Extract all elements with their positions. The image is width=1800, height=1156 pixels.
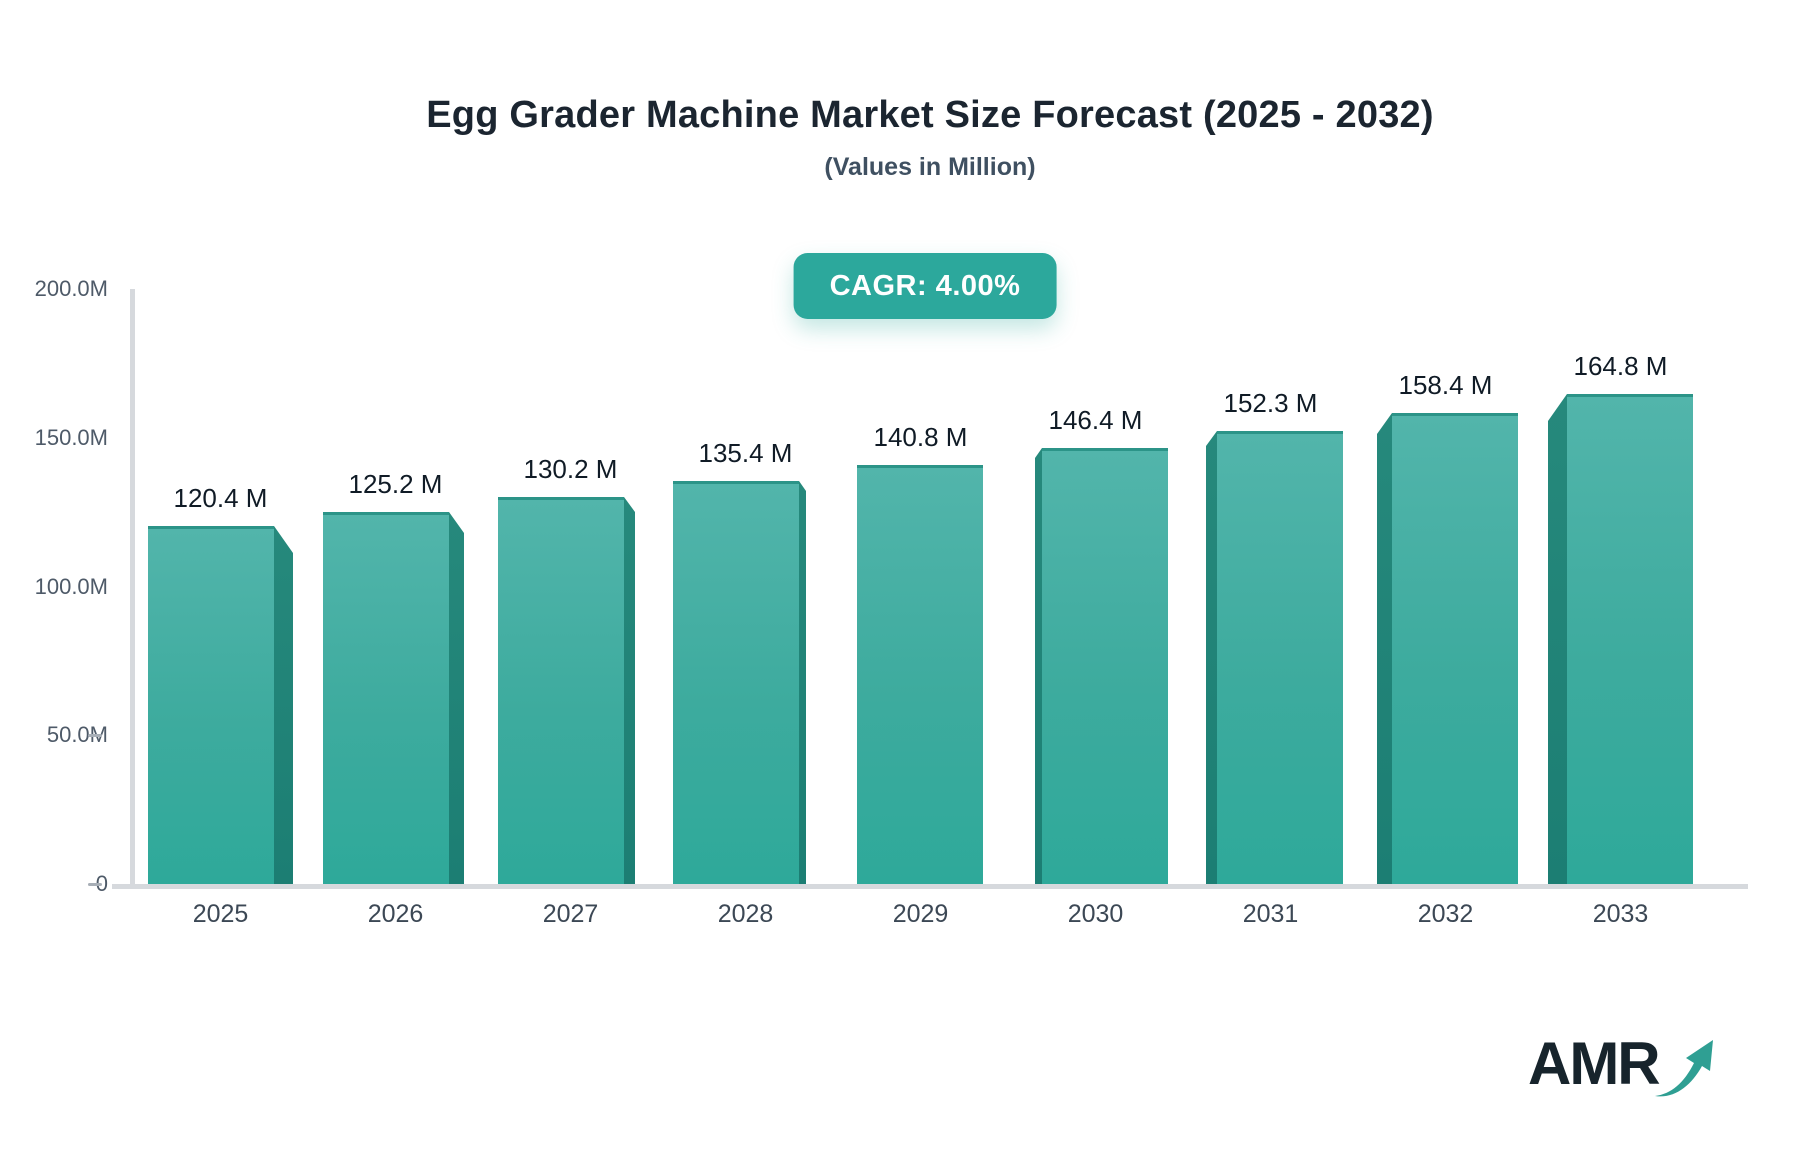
- y-axis-line: [130, 289, 135, 889]
- bar-value-label: 125.2 M: [348, 469, 443, 499]
- bar-2028: [673, 481, 818, 884]
- bar-2025: [148, 526, 293, 884]
- bar-side-3d: [1206, 431, 1217, 884]
- bar-group-2026: 125.2 M: [323, 289, 468, 884]
- x-axis-label-2031: 2031: [1242, 900, 1299, 928]
- bar-face: [1217, 431, 1343, 884]
- x-axis-label-2027: 2027: [542, 900, 599, 928]
- bar-face: [498, 497, 624, 884]
- bar-value-label: 140.8 M: [873, 422, 968, 452]
- y-axis-label: 100.0M: [34, 573, 108, 599]
- x-axis-label-2025: 2025: [192, 900, 249, 928]
- y-axis-tick: [88, 883, 102, 886]
- bar-face: [148, 526, 274, 884]
- bar-2031: [1198, 431, 1343, 884]
- bar-side-3d: [1035, 448, 1042, 884]
- bar-2027: [498, 497, 643, 884]
- bar-value-label: 152.3 M: [1223, 388, 1318, 418]
- bar-side-3d: [1548, 394, 1567, 884]
- bar-group-2031: 152.3 M: [1198, 289, 1343, 884]
- bar-value-label: 164.8 M: [1573, 351, 1668, 381]
- x-axis-label-2026: 2026: [367, 900, 424, 928]
- bar-face: [1567, 394, 1693, 884]
- bar-group-2028: 135.4 M: [673, 289, 818, 884]
- y-axis-label: 150.0M: [34, 424, 108, 450]
- x-axis-label-2028: 2028: [717, 900, 774, 928]
- bar-side-3d: [624, 497, 635, 884]
- chart-subtitle: (Values in Million): [824, 153, 1036, 181]
- bars-row: 120.4 M 125.2 M 130.2 M 135.4 M 140.8 M 146.4…: [148, 289, 1693, 884]
- x-axis-baseline: [112, 884, 1748, 889]
- x-axis-labels: 2025 2026 2027 2028 2029 2030 2031 2032 2033: [148, 900, 1693, 929]
- bar-side-3d: [274, 526, 293, 884]
- bar-group-2027: 130.2 M: [498, 289, 643, 884]
- chart-title: Egg Grader Machine Market Size Forecast …: [426, 94, 1434, 136]
- bar-group-2033: 164.8 M: [1548, 289, 1693, 884]
- bar-2029: [848, 465, 993, 884]
- y-axis-tick: [88, 734, 102, 738]
- bar-value-label: 158.4 M: [1398, 370, 1493, 400]
- bar-side-3d: [799, 481, 806, 884]
- amr-logo-text: AMR: [1528, 1030, 1661, 1097]
- bar-2033: [1548, 394, 1693, 884]
- bar-value-label: 146.4 M: [1048, 405, 1143, 435]
- bar-side-3d: [1377, 413, 1392, 884]
- bar-value-label: 130.2 M: [523, 454, 618, 484]
- chart-header: Egg Grader Machine Market Size Forecast …: [60, 94, 1800, 182]
- x-axis-label-2032: 2032: [1417, 900, 1474, 928]
- bar-face: [673, 481, 799, 884]
- bar-group-2029: 140.8 M: [848, 289, 993, 884]
- bar-value-label: 120.4 M: [173, 483, 268, 513]
- bar-group-2025: 120.4 M: [148, 289, 293, 884]
- y-axis-label: 200.0M: [34, 276, 108, 301]
- bar-2030: [1023, 448, 1168, 884]
- cagr-badge: CAGR: 4.00%: [793, 253, 1057, 319]
- bar-value-label: 135.4 M: [698, 438, 793, 468]
- growth-arrow-icon: [1654, 1040, 1713, 1097]
- bar-group-2030: 146.4 M: [1023, 289, 1168, 884]
- amr-logo: AMR: [1528, 1034, 1717, 1102]
- bar-side-3d: [449, 512, 464, 884]
- bar-face: [323, 512, 449, 884]
- bar-2026: [323, 512, 468, 884]
- x-axis-label-2029: 2029: [892, 900, 949, 928]
- x-axis-label-2033: 2033: [1592, 900, 1649, 928]
- x-axis-label-2030: 2030: [1067, 900, 1124, 928]
- bar-face: [857, 465, 983, 884]
- bar-face: [1042, 448, 1168, 884]
- bar-face: [1392, 413, 1518, 884]
- bar-group-2032: 158.4 M: [1373, 289, 1518, 884]
- bar-2032: [1373, 413, 1518, 884]
